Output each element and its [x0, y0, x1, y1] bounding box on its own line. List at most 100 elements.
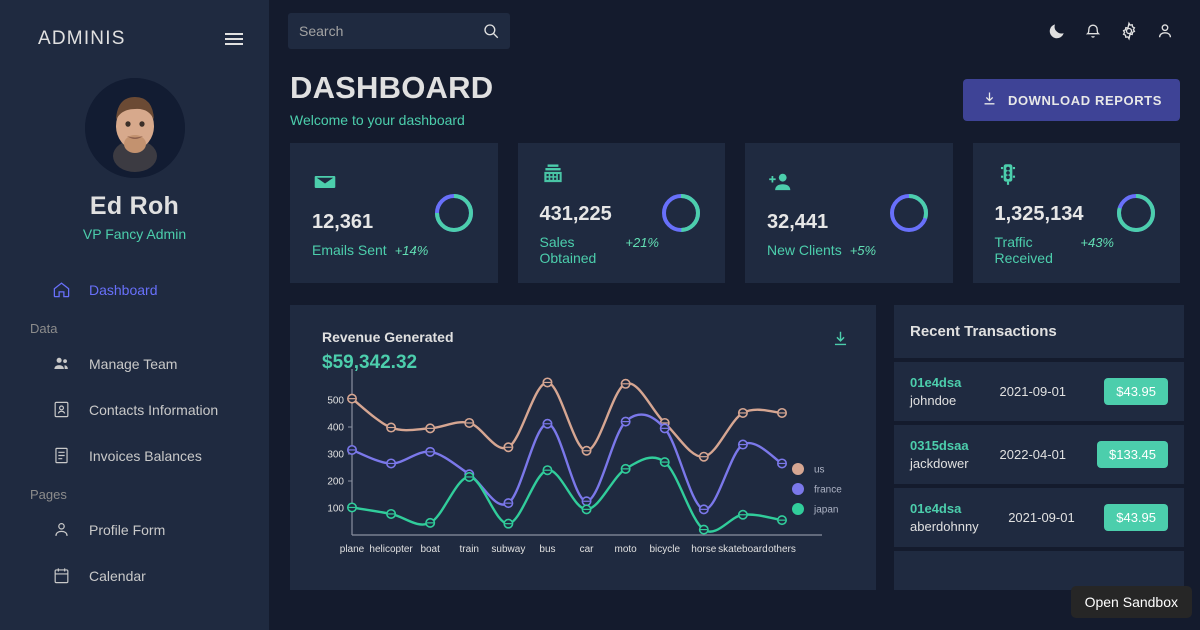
- revenue-title: Revenue Generated: [322, 329, 454, 346]
- table-row[interactable]: 01e4dsa johndoe 2021-09-01 $43.95: [894, 362, 1184, 426]
- download-reports-label: DOWNLOAD REPORTS: [1007, 92, 1162, 108]
- stat-cards: 12,361 Emails Sent +14% 431,225: [270, 128, 1200, 284]
- search-box[interactable]: [288, 13, 510, 49]
- download-icon[interactable]: [831, 329, 850, 348]
- email-icon: [312, 169, 428, 195]
- sidebar-item-label: Dashboard: [89, 281, 158, 298]
- sidebar-item-label: Contacts Information: [89, 401, 219, 418]
- transaction-cost: $133.45: [1097, 441, 1168, 469]
- stat-card-body: 1,325,134 Traffic Received +43%: [994, 161, 1115, 266]
- svg-text:skateboard: skateboard: [718, 544, 767, 555]
- profile-role: VP Fancy Admin: [82, 226, 187, 242]
- download-icon: [981, 90, 998, 110]
- transaction-cost: $43.95: [1104, 504, 1168, 532]
- sidebar-item-label: Profile Form: [89, 521, 166, 538]
- person-icon: [52, 520, 71, 539]
- stat-meta: Sales Obtained +21%: [540, 234, 660, 266]
- stat-card-body: 12,361 Emails Sent +14%: [312, 169, 428, 258]
- topbar-icons: [1046, 20, 1182, 42]
- stat-label: Traffic Received: [994, 233, 1053, 266]
- stat-card-traffic-received[interactable]: 1,325,134 Traffic Received +43%: [972, 143, 1180, 284]
- stat-card-sales-obtained[interactable]: 431,225 Sales Obtained +21%: [517, 143, 725, 284]
- sidebar-item-calendar[interactable]: Calendar: [22, 558, 269, 593]
- transaction-id: 01e4dsa: [910, 501, 962, 517]
- table-row[interactable]: 01e4dsa aberdohnny 2021-09-01 $43.95: [894, 488, 1184, 552]
- hamburger-icon[interactable]: [221, 29, 247, 49]
- svg-text:200: 200: [327, 477, 344, 488]
- svg-text:car: car: [580, 544, 595, 555]
- svg-text:boat: boat: [420, 544, 440, 555]
- svg-text:train: train: [460, 544, 479, 555]
- download-reports-button[interactable]: DOWNLOAD REPORTS: [962, 79, 1180, 121]
- sidebar-item-label: Manage Team: [89, 355, 178, 372]
- revenue-chart-titles: Revenue Generated $59,342.32: [322, 329, 454, 374]
- sidebar-item-invoices-balances[interactable]: Invoices Balances: [22, 438, 269, 473]
- transaction-user: jackdower: [910, 456, 969, 472]
- page-title: DASHBOARD: [290, 70, 494, 105]
- sidebar-section-data: Data: [30, 321, 58, 336]
- svg-text:bicycle: bicycle: [649, 544, 680, 555]
- search-icon[interactable]: [480, 20, 502, 42]
- progress-donut: [1117, 194, 1155, 233]
- sidebar-nav: Dashboard Data Manage Team Contacts Info…: [0, 272, 269, 593]
- stat-increase: +14%: [394, 242, 429, 258]
- stat-meta: Emails Sent +14%: [312, 242, 428, 258]
- transactions-title: Recent Transactions: [910, 323, 1057, 341]
- stat-value: 431,225: [539, 202, 612, 225]
- sidebar-item-profile-form[interactable]: Profile Form: [22, 512, 269, 547]
- contacts-icon: [52, 400, 71, 419]
- revenue-chart-card: Revenue Generated $59,342.32 100 200 300 40…: [290, 305, 876, 591]
- notifications-icon[interactable]: [1082, 20, 1104, 42]
- stat-value: 32,441: [767, 210, 829, 233]
- main-content: DASHBOARD Welcome to your dashboard DOWN…: [270, 0, 1200, 630]
- recent-transactions-card: Recent Transactions 01e4dsa johndoe 2021…: [894, 305, 1184, 591]
- calendar-icon: [52, 566, 71, 585]
- stat-card-emails-sent[interactable]: 12,361 Emails Sent +14%: [290, 143, 498, 284]
- svg-text:bus: bus: [539, 544, 555, 555]
- svg-text:300: 300: [327, 450, 344, 461]
- svg-text:moto: moto: [615, 544, 638, 555]
- transaction-date: 2021-09-01: [1008, 510, 1075, 526]
- revenue-amount: $59,342.32: [322, 352, 418, 374]
- revenue-chart-header: Revenue Generated $59,342.32: [290, 305, 876, 374]
- progress-donut: [434, 194, 473, 233]
- sidebar-item-dashboard[interactable]: Dashboard: [22, 272, 269, 307]
- transaction-id: 01e4dsa: [910, 375, 962, 391]
- page-header-text: DASHBOARD Welcome to your dashboard: [290, 70, 494, 129]
- stat-value: 1,325,134: [994, 202, 1084, 225]
- svg-text:500: 500: [327, 396, 344, 407]
- svg-text:plane: plane: [340, 544, 365, 555]
- stat-label: Sales Obtained: [539, 233, 597, 266]
- progress-donut: [662, 194, 700, 233]
- transaction-date: 2022-04-01: [999, 447, 1067, 463]
- transaction-identity: 01e4dsa aberdohnny: [910, 501, 979, 534]
- sidebar-item-contacts-information[interactable]: Contacts Information: [22, 392, 269, 427]
- svg-text:us: us: [814, 465, 825, 476]
- settings-icon[interactable]: [1118, 20, 1140, 42]
- avatar[interactable]: [84, 78, 185, 178]
- svg-text:subway: subway: [491, 544, 525, 555]
- person-icon[interactable]: [1154, 20, 1176, 42]
- sidebar-item-manage-team[interactable]: Manage Team: [22, 346, 269, 381]
- svg-text:400: 400: [327, 423, 344, 434]
- open-sandbox-button[interactable]: Open Sandbox: [1070, 586, 1192, 618]
- stat-card-new-clients[interactable]: 32,441 New Clients +5%: [745, 143, 953, 284]
- point-of-sale-icon: [540, 161, 660, 187]
- stat-increase: +5%: [849, 242, 877, 258]
- brand-title: ADMINIS: [38, 28, 126, 49]
- transaction-id: 0315dsaa: [910, 438, 969, 454]
- search-input[interactable]: [299, 23, 480, 39]
- stat-increase: +21%: [625, 234, 659, 250]
- dark-mode-icon[interactable]: [1046, 20, 1068, 42]
- svg-text:japan: japan: [813, 505, 838, 516]
- person-add-icon: [767, 169, 876, 195]
- receipt-icon: [52, 446, 71, 465]
- stat-label: New Clients: [767, 241, 842, 258]
- table-row[interactable]: 0315dsaa jackdower 2022-04-01 $133.45: [894, 425, 1184, 489]
- stat-meta: New Clients +5%: [767, 242, 876, 258]
- transaction-identity: 01e4dsa johndoe: [910, 375, 961, 408]
- revenue-line-chart[interactable]: 100 200 300 400 500 plane helicopter boat train s…: [290, 357, 876, 590]
- stat-label: Emails Sent: [312, 241, 387, 258]
- lower-section: Revenue Generated $59,342.32 100 200 300 40…: [270, 283, 1200, 591]
- traffic-icon: [995, 161, 1115, 187]
